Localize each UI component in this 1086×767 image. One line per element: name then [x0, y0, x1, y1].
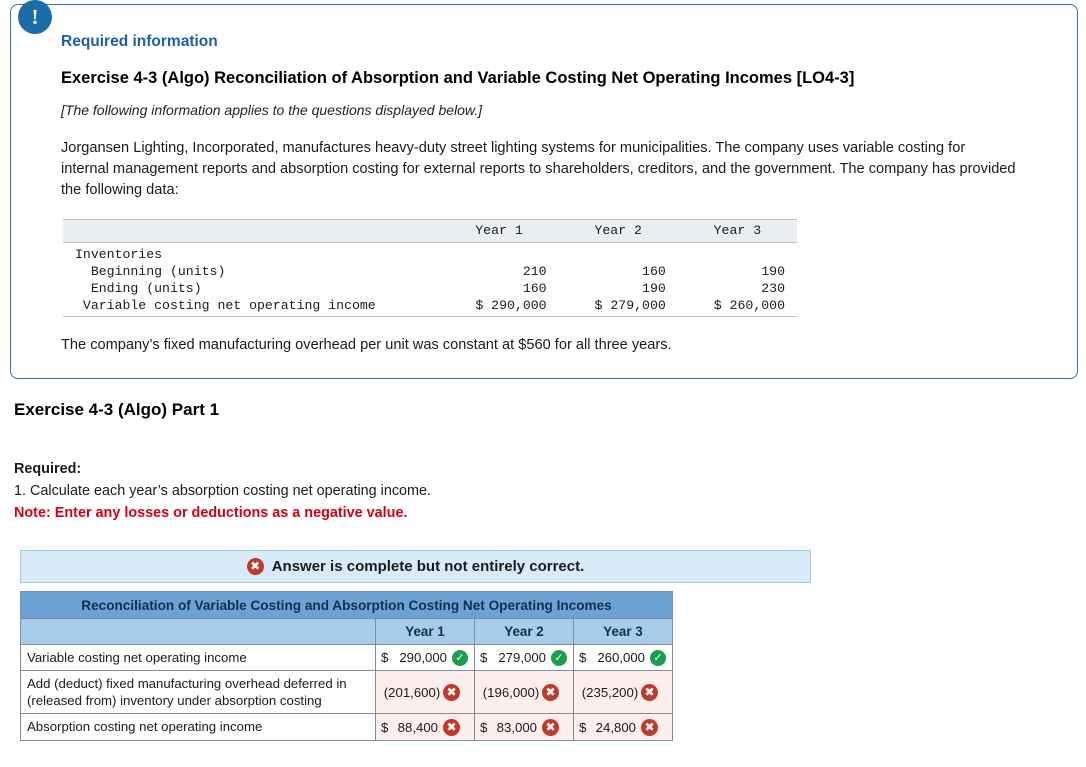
answer-header-year-1: Year 1	[375, 618, 475, 645]
row-label-variable-costing-noi: Variable costing net operating income	[20, 643, 376, 672]
cell: 160	[642, 264, 666, 280]
row-label-fixed-moh-deferred: Add (deduct) fixed manufacturing overhea…	[20, 670, 376, 715]
answer-cell-y1-r2[interactable]: (201,600) ✖	[375, 670, 475, 715]
answer-value: (196,000)	[482, 684, 540, 700]
cell: 230	[761, 281, 785, 297]
row-label-ending-units: Ending (units)	[75, 281, 202, 297]
answer-cell-y3-r2[interactable]: (235,200) ✖	[573, 670, 673, 715]
answer-value: 290,000	[399, 650, 447, 666]
intro-paragraph: Jorgansen Lighting, Incorporated, manufa…	[61, 140, 1016, 199]
cell: 190	[642, 281, 666, 297]
table-header-row: Year 1 Year 2 Year 3	[63, 219, 797, 244]
currency-symbol: $	[579, 719, 587, 735]
header-year-3: Year 3	[677, 219, 797, 244]
currency-symbol: $	[381, 719, 389, 735]
answer-header-blank	[20, 618, 376, 645]
reconciliation-answer-table: Reconciliation of Variable Costing and A…	[20, 591, 673, 741]
answer-cell-y3-r1[interactable]: $ 260,000 ✓	[573, 643, 673, 672]
answer-table-title: Reconciliation of Variable Costing and A…	[20, 591, 673, 619]
row-label-inventories: Inventories	[75, 247, 163, 263]
check-circle-icon: ✓	[650, 649, 666, 666]
required-information-card: ! Required information Exercise 4-3 (Alg…	[10, 0, 1078, 379]
x-circle-icon: ✖	[246, 558, 264, 575]
fixed-overhead-note: The company’s fixed manufacturing overhe…	[61, 337, 672, 354]
answer-value: (235,200)	[581, 684, 639, 700]
answer-table-title-row: Reconciliation of Variable Costing and A…	[20, 591, 673, 619]
table-row: Absorption costing net operating income …	[20, 713, 673, 741]
header-year-1: Year 1	[439, 219, 559, 244]
answer-cell-y2-r1[interactable]: $ 279,000 ✓	[474, 643, 574, 672]
cell: $ 279,000	[558, 297, 678, 318]
answer-header-year-3: Year 3	[573, 618, 673, 645]
x-circle-icon: ✖	[542, 683, 559, 701]
answer-header-year-2: Year 2	[474, 618, 574, 645]
answer-value: 83,000	[496, 719, 537, 735]
x-circle-icon: ✖	[443, 718, 460, 736]
required-information-label: Required information	[61, 33, 218, 50]
answer-value: 279,000	[498, 650, 546, 666]
required-label: Required:	[14, 461, 82, 477]
given-data-table: Year 1 Year 2 Year 3 Inventories Beginni…	[63, 219, 797, 318]
row-label-absorption-costing-noi: Absorption costing net operating income	[20, 713, 376, 741]
check-circle-icon: ✓	[551, 649, 567, 666]
answer-value: 24,800	[595, 719, 636, 735]
exclamation-icon: !	[18, 0, 52, 34]
currency-symbol: $	[381, 650, 389, 666]
note-negative-value: Note: Enter any losses or deductions as …	[14, 504, 408, 521]
card-body: Required information Exercise 4-3 (Algo)…	[11, 5, 1077, 353]
table-row: Add (deduct) fixed manufacturing overhea…	[20, 670, 673, 715]
x-circle-icon: ✖	[641, 683, 658, 701]
header-blank	[63, 219, 440, 244]
x-circle-icon: ✖	[641, 718, 658, 736]
answer-cell-y3-r3[interactable]: $ 24,800 ✖	[573, 713, 673, 741]
header-year-2: Year 2	[558, 219, 678, 244]
requirement-1: 1. Calculate each year’s absorption cost…	[14, 482, 432, 499]
answer-value: (201,600)	[383, 684, 441, 700]
check-circle-icon: ✓	[452, 649, 468, 666]
currency-symbol: $	[480, 650, 488, 666]
cell	[678, 243, 797, 264]
cell: 210	[522, 264, 547, 280]
cell: 190	[761, 264, 785, 280]
answer-value: 260,000	[597, 650, 645, 666]
table-row: Variable costing net operating income $ …	[63, 297, 797, 318]
table-row: Variable costing net operating income $ …	[20, 643, 673, 672]
currency-symbol: $	[480, 719, 488, 735]
answer-value: 88,400	[397, 719, 438, 735]
currency-symbol: $	[579, 650, 587, 666]
table-row: Inventories	[63, 243, 797, 264]
answer-cell-y1-r3[interactable]: $ 88,400 ✖	[375, 713, 475, 741]
answer-cell-y1-r1[interactable]: $ 290,000 ✓	[375, 643, 475, 672]
cell	[559, 243, 678, 264]
answer-table-header-row: Year 1 Year 2 Year 3	[20, 618, 673, 645]
x-circle-icon: ✖	[542, 718, 559, 736]
cell: 160	[522, 281, 547, 297]
exercise-title: Exercise 4-3 (Algo) Reconciliation of Ab…	[61, 69, 855, 87]
part-title: Exercise 4-3 (Algo) Part 1	[14, 400, 220, 419]
row-label-beginning-units: Beginning (units)	[75, 264, 226, 280]
x-circle-icon: ✖	[443, 683, 460, 701]
table-row: Ending (units) 160 190 230	[63, 280, 797, 297]
answer-cell-y2-r3[interactable]: $ 83,000 ✖	[474, 713, 574, 741]
cell	[439, 243, 558, 264]
cell: $ 260,000	[677, 297, 797, 318]
row-label-variable-costing-noi: Variable costing net operating income	[63, 297, 440, 318]
answer-status-text: Answer is complete but not entirely corr…	[271, 558, 585, 575]
cell: $ 290,000	[439, 297, 559, 318]
table-row: Beginning (units) 210 160 190	[63, 263, 797, 280]
answer-status-banner: ✖ Answer is complete but not entirely co…	[20, 550, 811, 583]
answer-cell-y2-r2[interactable]: (196,000) ✖	[474, 670, 574, 715]
applies-to-note: [The following information applies to th…	[61, 102, 483, 118]
required-block: Required: 1. Calculate each year’s absor…	[14, 459, 431, 525]
